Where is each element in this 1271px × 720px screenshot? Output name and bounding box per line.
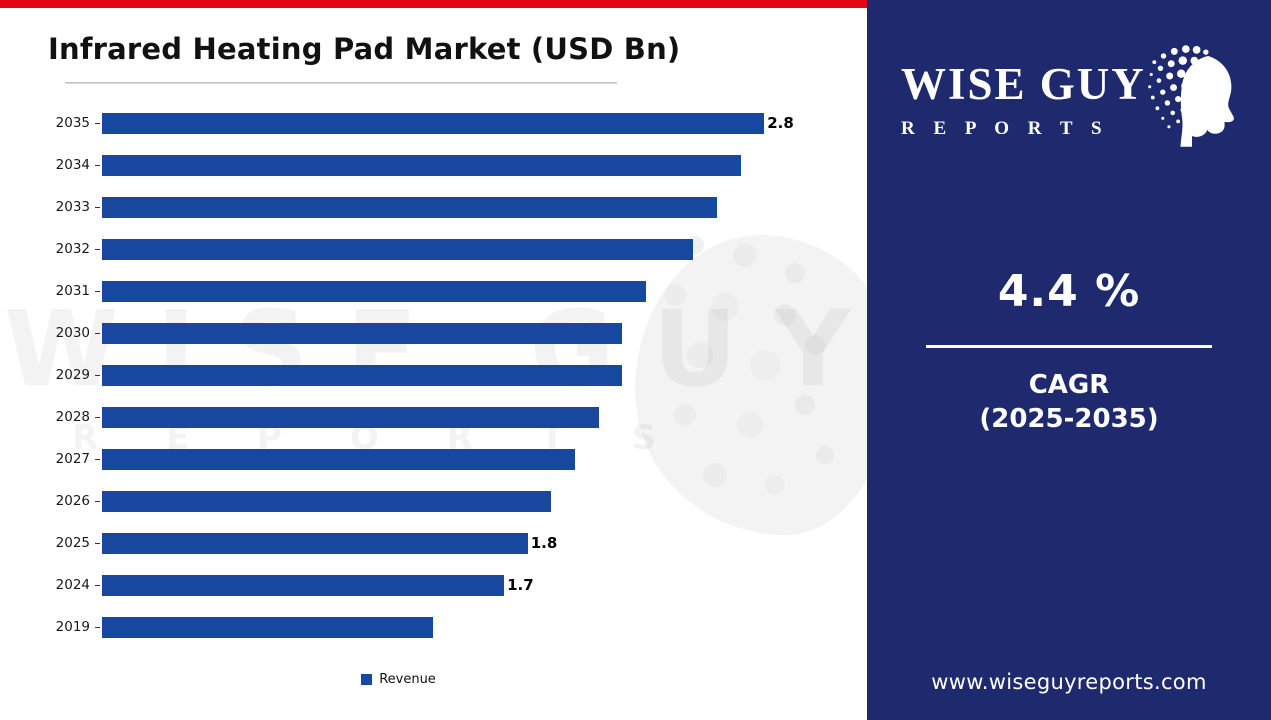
year-tick-label: 2025 xyxy=(55,535,90,551)
axis-tick xyxy=(95,626,100,628)
bar-track: 2.8 xyxy=(102,112,847,134)
head-profile-icon xyxy=(1148,45,1234,147)
cagr-period: (2025-2035) xyxy=(979,404,1159,434)
axis-tick xyxy=(95,458,100,460)
chart-title: Infrared Heating Pad Market (USD Bn) xyxy=(48,32,681,66)
bar-row: 2031 xyxy=(40,270,847,312)
axis-tick xyxy=(95,500,100,502)
axis-tick xyxy=(95,584,100,586)
bar-track xyxy=(102,196,847,218)
cagr-block: 4.4 % CAGR (2025-2035) xyxy=(926,266,1212,434)
title-underline xyxy=(65,82,617,84)
bar-track xyxy=(102,406,847,428)
year-tick-label: 2019 xyxy=(55,619,90,635)
bar-row: 2025 1.8 xyxy=(40,522,847,564)
website-link[interactable]: www.wiseguyreports.com xyxy=(931,670,1207,694)
revenue-bar xyxy=(102,238,694,260)
year-tick-label: 2033 xyxy=(55,199,90,215)
revenue-bar xyxy=(102,574,505,596)
revenue-bar xyxy=(102,364,623,386)
axis-tick xyxy=(95,206,100,208)
bar-value-label: 1.7 xyxy=(507,576,534,594)
bar-value-label: 2.8 xyxy=(767,114,794,132)
revenue-bar xyxy=(102,448,576,470)
year-tick-label: 2027 xyxy=(55,451,90,467)
bar-track xyxy=(102,154,847,176)
revenue-bar xyxy=(102,490,552,512)
bar-track xyxy=(102,364,847,386)
bar-row: 2032 xyxy=(40,228,847,270)
axis-tick xyxy=(95,122,100,124)
bar-row: 2027 xyxy=(40,438,847,480)
bar-row: 2030 xyxy=(40,312,847,354)
year-tick-label: 2028 xyxy=(55,409,90,425)
revenue-bar xyxy=(102,154,741,176)
axis-tick xyxy=(95,248,100,250)
bar-row: 2026 xyxy=(40,480,847,522)
year-tick-label: 2024 xyxy=(55,577,90,593)
axis-tick xyxy=(95,164,100,166)
year-tick-label: 2035 xyxy=(55,115,90,131)
axis-tick xyxy=(95,290,100,292)
bar-value-label: 1.8 xyxy=(530,534,558,552)
revenue-bar xyxy=(102,196,717,218)
axis-tick xyxy=(95,542,100,544)
cagr-value: 4.4 % xyxy=(997,266,1141,317)
cagr-divider xyxy=(926,345,1212,348)
revenue-bar xyxy=(102,616,434,638)
bar-row: 2033 xyxy=(40,186,847,228)
axis-tick xyxy=(95,332,100,334)
revenue-bar xyxy=(102,406,599,428)
brand-panel: WISE GUY R E P O R T S 4.4 % CAGR xyxy=(867,0,1271,720)
revenue-bar xyxy=(102,112,765,134)
year-tick-label: 2032 xyxy=(55,241,90,257)
revenue-bar xyxy=(102,280,646,302)
bar-row: 2034 xyxy=(40,144,847,186)
logo-subtitle: R E P O R T S xyxy=(901,118,1109,139)
revenue-bar xyxy=(102,532,528,554)
logo-title: WISE GUY xyxy=(901,59,1146,109)
revenue-bar xyxy=(102,322,623,344)
bar-row: 2028 xyxy=(40,396,847,438)
cagr-label: CAGR xyxy=(1028,370,1110,400)
bar-row: 2035 2.8 xyxy=(40,102,847,144)
chart-panel: WISE GUY R E P O R T S Infrared Heating … xyxy=(0,0,867,687)
bar-row: 2019 xyxy=(40,606,847,648)
top-accent-strip xyxy=(0,0,867,8)
legend-label: Revenue xyxy=(379,672,436,687)
bar-track: 1.8 xyxy=(102,532,847,554)
bar-chart: 2035 2.8 2034 2033 2032 2031 2030 2029 2028 2027 2… xyxy=(40,102,847,648)
bar-track xyxy=(102,448,847,470)
bar-track: 1.7 xyxy=(102,574,847,596)
bar-row: 2024 1.7 xyxy=(40,564,847,606)
bar-row: 2029 xyxy=(40,354,847,396)
bar-track xyxy=(102,238,847,260)
year-tick-label: 2026 xyxy=(55,493,90,509)
legend: Revenue xyxy=(361,672,436,687)
axis-tick xyxy=(95,416,100,418)
bar-track xyxy=(102,616,847,638)
year-tick-label: 2031 xyxy=(55,283,90,299)
bar-track xyxy=(102,490,847,512)
year-tick-label: 2029 xyxy=(55,367,90,383)
year-tick-label: 2034 xyxy=(55,157,90,173)
year-tick-label: 2030 xyxy=(55,325,90,341)
legend-marker xyxy=(361,674,373,685)
wise-guy-logo: WISE GUY R E P O R T S xyxy=(899,44,1239,174)
bar-track xyxy=(102,280,847,302)
bar-track xyxy=(102,322,847,344)
axis-tick xyxy=(95,374,100,376)
